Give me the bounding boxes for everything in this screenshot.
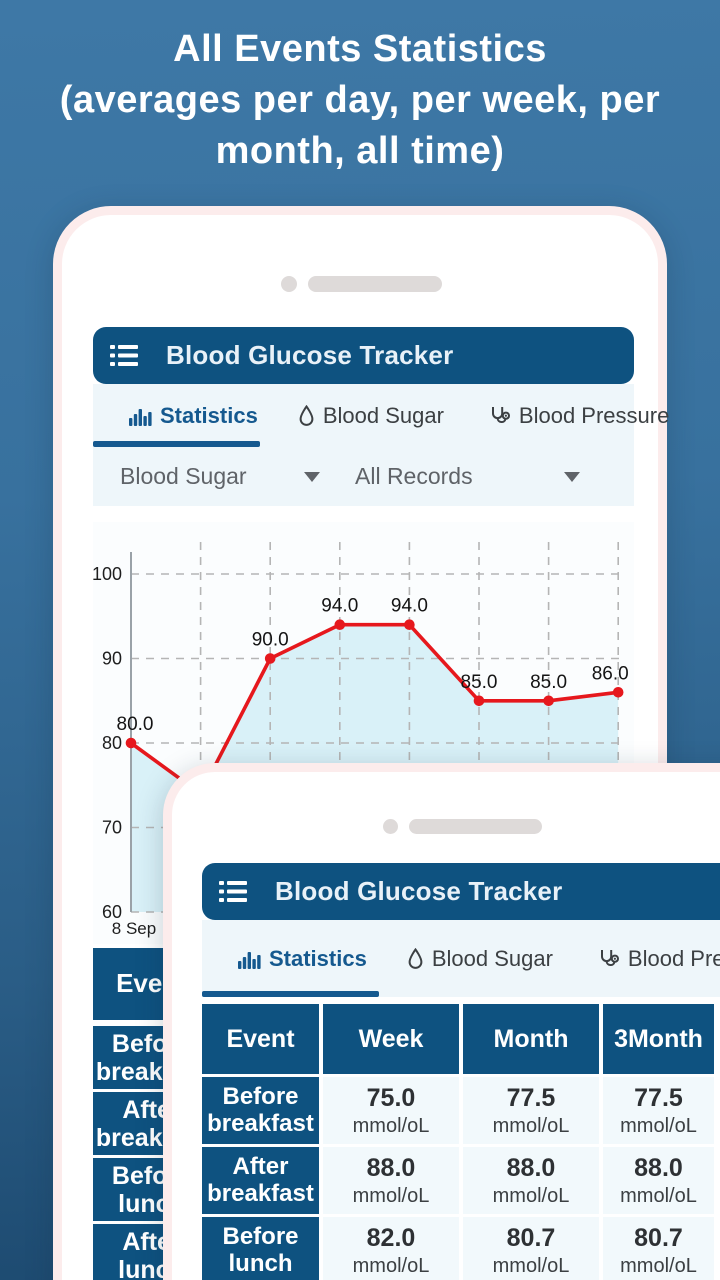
- svg-text:90.0: 90.0: [252, 630, 289, 651]
- table-cell: 88.0 mmol/oL: [323, 1147, 459, 1214]
- svg-text:90: 90: [102, 649, 122, 669]
- tab-blood-pressure[interactable]: Blood Pressure: [599, 946, 720, 972]
- cell-value: 88.0: [366, 1153, 416, 1182]
- phone2-mockup: Blood Glucose Tracker Statistics: [163, 763, 720, 1280]
- cell-value: 88.0: [506, 1153, 556, 1182]
- column-header: 3Month: [603, 1004, 714, 1074]
- page-title: All Events Statistics (averages per day,…: [0, 24, 720, 177]
- menu-icon[interactable]: [110, 344, 139, 367]
- cell-value: 77.5: [634, 1083, 683, 1112]
- row-label: Before breakfast: [202, 1077, 319, 1144]
- tab-bar: Statistics Blood Sugar Blood Pressu: [202, 920, 720, 997]
- table-cell: 88.0 mmol/oL: [463, 1147, 599, 1214]
- phone2-screen: Blood Glucose Tracker Statistics: [202, 863, 720, 1280]
- cell-value: 82.0: [366, 1223, 416, 1252]
- page-title-line1: All Events Statistics: [173, 28, 547, 70]
- cell-value: 80.7: [634, 1223, 683, 1252]
- tab-statistics[interactable]: Statistics: [238, 946, 367, 972]
- droplet-icon: [408, 948, 423, 969]
- speaker-pill-icon: [308, 276, 442, 292]
- page-title-line3: month, all time): [215, 130, 505, 172]
- cell-value: 88.0: [634, 1153, 683, 1182]
- table-cell: 80.7 mmol/oL: [463, 1217, 599, 1280]
- tab-bar: Statistics Blood Sugar Blood Pressu: [93, 384, 669, 447]
- svg-text:8 Sep: 8 Sep: [112, 919, 156, 938]
- page-title-line2: (averages per day, per week, per: [59, 79, 661, 121]
- table-cell: 80.7 mmol/oL: [603, 1217, 714, 1280]
- row-label: After breakfast: [202, 1147, 319, 1214]
- cell-unit: mmol/oL: [620, 1184, 697, 1207]
- column-header: Week: [323, 1004, 459, 1074]
- menu-icon[interactable]: [219, 880, 248, 903]
- bar-chart-icon: [129, 408, 152, 426]
- table-cell: 75.0 mmol/oL: [323, 1077, 459, 1144]
- table-cell: 77.5 mmol/oL: [463, 1077, 599, 1144]
- filter-bar: Blood Sugar All Records: [93, 447, 634, 506]
- column-header: Event: [202, 1004, 319, 1074]
- svg-text:70: 70: [102, 818, 122, 838]
- range-dropdown[interactable]: All Records: [355, 447, 580, 506]
- column-header: Month: [463, 1004, 599, 1074]
- cell-unit: mmol/oL: [620, 1254, 697, 1277]
- cell-unit: mmol/oL: [620, 1114, 697, 1137]
- row-label: Before lunch: [202, 1217, 319, 1280]
- bar-chart-icon: [238, 951, 261, 969]
- svg-text:85.0: 85.0: [530, 672, 567, 693]
- tab-statistics-label: Statistics: [269, 945, 367, 971]
- app-title: Blood Glucose Tracker: [166, 340, 454, 370]
- svg-text:100: 100: [93, 564, 122, 584]
- table-cell: 88.0 mmol/oL: [603, 1147, 714, 1214]
- app-header: Blood Glucose Tracker: [202, 863, 720, 920]
- svg-text:85.0: 85.0: [461, 672, 498, 693]
- chevron-down-icon: [304, 471, 320, 482]
- tab-blood-pressure-label: Blood Pressure: [627, 945, 720, 971]
- cell-unit: mmol/oL: [352, 1184, 430, 1207]
- cell-unit: mmol/oL: [352, 1254, 430, 1277]
- tab-statistics[interactable]: Statistics: [129, 403, 258, 429]
- app-title: Blood Glucose Tracker: [275, 876, 563, 906]
- active-tab-indicator: [202, 991, 379, 997]
- camera-dot-icon: [281, 276, 297, 292]
- table-cell: 77.5 mmol/oL: [603, 1077, 714, 1144]
- tab-blood-sugar-label: Blood Sugar: [431, 945, 553, 971]
- statistics-table: Event Week Month 3Month Before breakfast…: [202, 1004, 720, 1280]
- active-tab-indicator: [93, 441, 260, 447]
- cell-unit: mmol/oL: [492, 1114, 570, 1137]
- tab-blood-sugar[interactable]: Blood Sugar: [407, 946, 553, 972]
- cell-unit: mmol/oL: [492, 1184, 570, 1207]
- metric-dropdown-value: Blood Sugar: [120, 463, 247, 489]
- droplet-icon: [299, 405, 314, 426]
- svg-text:94.0: 94.0: [321, 596, 358, 617]
- svg-text:94.0: 94.0: [391, 596, 428, 617]
- svg-text:80.0: 80.0: [117, 714, 154, 735]
- svg-text:86.0: 86.0: [592, 663, 629, 684]
- chevron-down-icon: [564, 471, 580, 482]
- tab-blood-pressure-label: Blood Pressure: [518, 402, 670, 428]
- svg-text:80: 80: [102, 733, 122, 753]
- blood-pressure-icon: [491, 407, 510, 424]
- cell-unit: mmol/oL: [492, 1254, 570, 1277]
- metric-dropdown[interactable]: Blood Sugar: [120, 447, 320, 506]
- svg-text:60: 60: [102, 902, 122, 922]
- tab-blood-sugar-label: Blood Sugar: [322, 402, 444, 428]
- range-dropdown-value: All Records: [355, 463, 473, 489]
- cell-value: 75.0: [366, 1083, 416, 1112]
- tab-blood-sugar[interactable]: Blood Sugar: [298, 403, 444, 429]
- cell-unit: mmol/oL: [352, 1114, 430, 1137]
- cell-value: 80.7: [506, 1223, 556, 1252]
- cell-value: 77.5: [506, 1083, 556, 1112]
- tab-blood-pressure[interactable]: Blood Pressure: [490, 403, 669, 429]
- app-header: Blood Glucose Tracker: [93, 327, 634, 384]
- tab-statistics-label: Statistics: [160, 402, 258, 428]
- speaker-pill-icon: [409, 819, 542, 834]
- camera-dot-icon: [383, 819, 398, 834]
- table-cell: 82.0 mmol/oL: [323, 1217, 459, 1280]
- blood-pressure-icon: [600, 950, 619, 967]
